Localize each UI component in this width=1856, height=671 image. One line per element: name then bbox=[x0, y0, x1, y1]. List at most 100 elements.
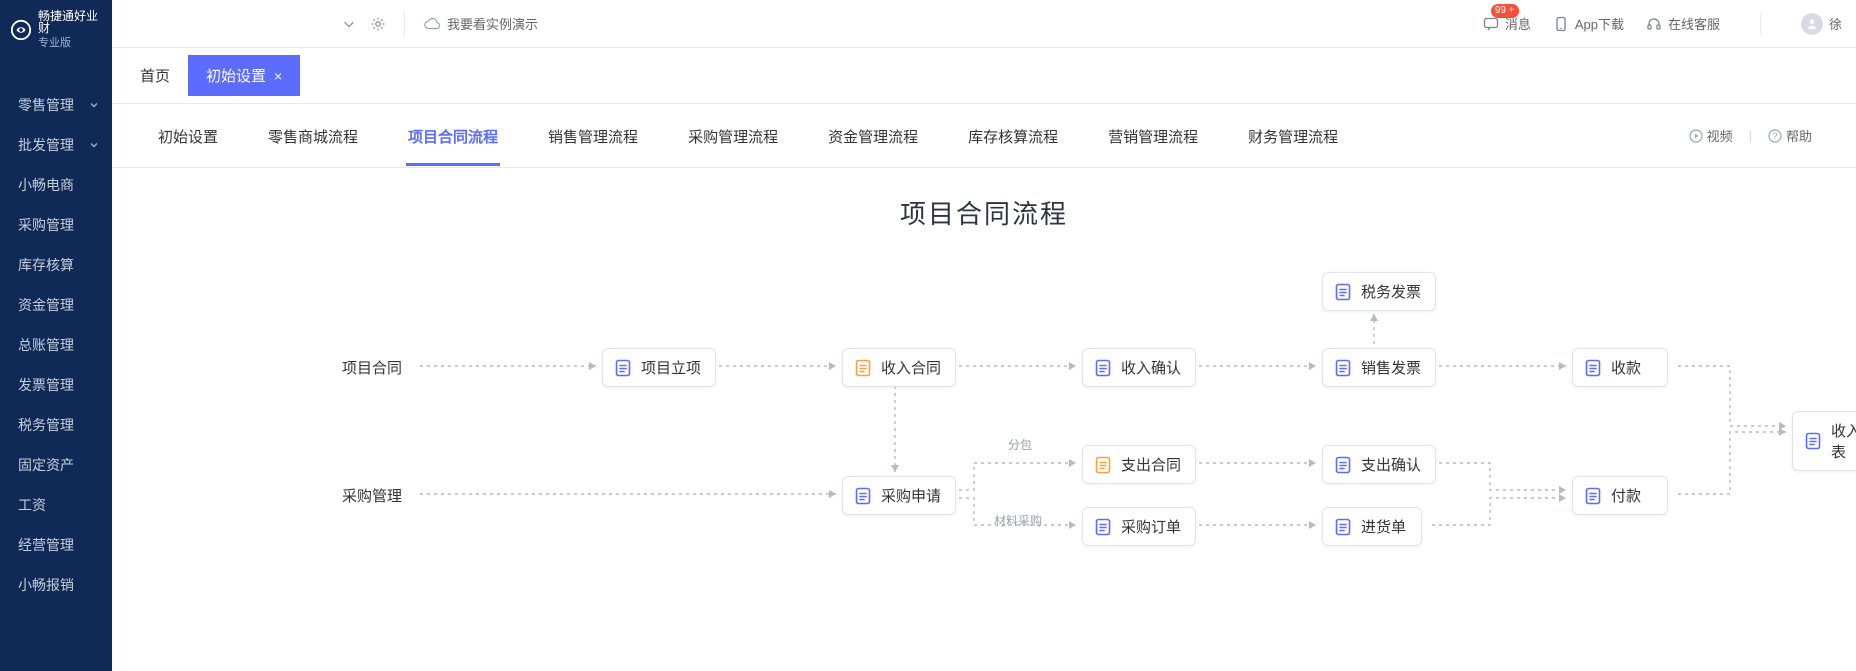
document-icon bbox=[1093, 455, 1113, 475]
flow-node-exp_contract[interactable]: 支出合同 bbox=[1082, 445, 1196, 484]
brand-logo-icon bbox=[10, 19, 32, 41]
flow-node-label: 采购订单 bbox=[1121, 516, 1181, 537]
flow-node-exp_confirm[interactable]: 支出确认 bbox=[1322, 445, 1436, 484]
flow-node-label: 支出合同 bbox=[1121, 454, 1181, 475]
gear-icon[interactable] bbox=[370, 16, 386, 32]
help-link[interactable]: ? 帮助 bbox=[1768, 126, 1812, 145]
sub-tab[interactable]: 营销管理流程 bbox=[1106, 106, 1200, 165]
flow-node-tax_inv[interactable]: 税务发票 bbox=[1322, 272, 1436, 311]
sub-tab-label: 项目合同流程 bbox=[408, 129, 498, 146]
sub-tabs: 初始设置 零售商城流程 项目合同流程 销售管理流程 采购管理流程 资金管理流程 库存核算流程… bbox=[112, 104, 1856, 168]
flow-node-label: 销售发票 bbox=[1361, 357, 1421, 378]
sidebar-item[interactable]: 零售管理 bbox=[0, 85, 112, 125]
brand: 畅捷通好业财 专业版 bbox=[0, 0, 112, 51]
sub-tab-label: 库存核算流程 bbox=[968, 129, 1058, 146]
document-icon bbox=[1333, 455, 1353, 475]
sidebar-item-label: 批发管理 bbox=[18, 135, 74, 155]
document-icon bbox=[1583, 358, 1603, 378]
sidebar-item[interactable]: 工资 bbox=[0, 485, 112, 525]
sub-tab[interactable]: 库存核算流程 bbox=[966, 106, 1060, 165]
document-icon bbox=[853, 486, 873, 506]
sidebar-item[interactable]: 库存核算 bbox=[0, 245, 112, 285]
sidebar-item-label: 经营管理 bbox=[18, 535, 74, 555]
brand-sub: 专业版 bbox=[38, 38, 106, 49]
close-icon[interactable]: × bbox=[274, 69, 282, 83]
document-icon bbox=[613, 358, 633, 378]
video-help-link[interactable]: 视频 bbox=[1689, 126, 1733, 145]
sub-tab-label: 销售管理流程 bbox=[548, 129, 638, 146]
sub-tab[interactable]: 销售管理流程 bbox=[546, 106, 640, 165]
messages-button[interactable]: 消息 99 + bbox=[1483, 14, 1531, 33]
user-menu[interactable]: 徐 bbox=[1801, 13, 1842, 35]
sidebar-item-label: 工资 bbox=[18, 495, 46, 515]
sidebar-item[interactable]: 发票管理 bbox=[0, 365, 112, 405]
sidebar-item-label: 总账管理 bbox=[18, 335, 74, 355]
sub-tab[interactable]: 采购管理流程 bbox=[686, 106, 780, 165]
flow-node-sales_inv[interactable]: 销售发票 bbox=[1322, 348, 1436, 387]
sub-tab[interactable]: 项目合同流程 bbox=[406, 106, 500, 165]
page-tab-label: 首页 bbox=[140, 65, 170, 86]
chevron-down-icon bbox=[342, 17, 356, 31]
document-icon bbox=[1583, 486, 1603, 506]
page-tab[interactable]: 首页 bbox=[122, 55, 188, 96]
app-download-label: App下载 bbox=[1575, 14, 1624, 33]
sidebar: 畅捷通好业财 专业版 零售管理批发管理小畅电商采购管理库存核算资金管理总账管理发… bbox=[0, 0, 112, 671]
sub-tab[interactable]: 初始设置 bbox=[156, 106, 220, 165]
flow-node-po[interactable]: 采购订单 bbox=[1082, 507, 1196, 546]
flow-node-payment[interactable]: 付款 bbox=[1572, 476, 1668, 515]
flow-row-label: 采购管理 bbox=[342, 485, 402, 506]
sidebar-item[interactable]: 采购管理 bbox=[0, 205, 112, 245]
help-links: 视频 | ? 帮助 bbox=[1689, 126, 1812, 145]
sub-tab[interactable]: 财务管理流程 bbox=[1246, 106, 1340, 165]
sidebar-item[interactable]: 经营管理 bbox=[0, 525, 112, 565]
sub-tab-label: 采购管理流程 bbox=[688, 129, 778, 146]
help-icon: ? bbox=[1768, 129, 1782, 143]
flow-node-income_cfm[interactable]: 收入确认 bbox=[1082, 348, 1196, 387]
page-tab-active[interactable]: 初始设置× bbox=[188, 55, 300, 96]
document-icon bbox=[1333, 517, 1353, 537]
sidebar-item-label: 采购管理 bbox=[18, 215, 74, 235]
sidebar-item[interactable]: 税务管理 bbox=[0, 405, 112, 445]
sub-tab-label: 财务管理流程 bbox=[1248, 129, 1338, 146]
flow-node-receipt[interactable]: 收款 bbox=[1572, 348, 1668, 387]
document-icon bbox=[1803, 431, 1823, 451]
sub-tabs-host: 初始设置 零售商城流程 项目合同流程 销售管理流程 采购管理流程 资金管理流程 库存核算流程… bbox=[156, 106, 1386, 165]
sidebar-item[interactable]: 固定资产 bbox=[0, 445, 112, 485]
page-tabs: 首页初始设置× bbox=[112, 48, 1856, 104]
caret-down-icon bbox=[90, 101, 98, 109]
flow-node-label: 收入确认 bbox=[1121, 357, 1181, 378]
topbar: 我要看实例演示 消息 99 + App下载 在线客服 徐 bbox=[112, 0, 1856, 48]
flow-node-income_ct[interactable]: 收入合同 bbox=[842, 348, 956, 387]
flow-node-label: 税务发票 bbox=[1361, 281, 1421, 302]
sidebar-item[interactable]: 小畅电商 bbox=[0, 165, 112, 205]
divider bbox=[1760, 13, 1761, 35]
sidebar-item[interactable]: 总账管理 bbox=[0, 325, 112, 365]
flow-node-purchase_req[interactable]: 采购申请 bbox=[842, 476, 956, 515]
main-content: 项目合同流程 项目合同采购管理项目立项收入合同收入确认销售发票税务发票收款采购申… bbox=[112, 168, 1856, 671]
support-button[interactable]: 在线客服 bbox=[1646, 14, 1720, 33]
flow-node-label: 项目立项 bbox=[641, 357, 701, 378]
app-download-button[interactable]: App下载 bbox=[1553, 14, 1624, 33]
sub-tab-label: 资金管理流程 bbox=[828, 129, 918, 146]
sidebar-item-label: 小畅电商 bbox=[18, 175, 74, 195]
flow-row-label: 项目合同 bbox=[342, 357, 402, 378]
sub-tab[interactable]: 零售商城流程 bbox=[266, 106, 360, 165]
svg-text:?: ? bbox=[1772, 131, 1777, 141]
support-label: 在线客服 bbox=[1668, 14, 1720, 33]
sidebar-item-label: 税务管理 bbox=[18, 415, 74, 435]
org-switcher[interactable] bbox=[126, 16, 386, 32]
sub-tab[interactable]: 资金管理流程 bbox=[826, 106, 920, 165]
sidebar-item[interactable]: 批发管理 bbox=[0, 125, 112, 165]
user-name: 徐 bbox=[1829, 14, 1842, 33]
sub-tab-label: 营销管理流程 bbox=[1108, 129, 1198, 146]
flow-node-exec_report[interactable]: 收入合同执行表 bbox=[1792, 411, 1856, 471]
flow-node-label: 支出确认 bbox=[1361, 454, 1421, 475]
headset-icon bbox=[1646, 16, 1662, 32]
demo-link[interactable]: 我要看实例演示 bbox=[423, 14, 538, 33]
sidebar-item[interactable]: 资金管理 bbox=[0, 285, 112, 325]
sub-tab-label: 初始设置 bbox=[158, 129, 218, 146]
flow-node-grn[interactable]: 进货单 bbox=[1322, 507, 1422, 546]
flow-node-proj_init[interactable]: 项目立项 bbox=[602, 348, 716, 387]
sidebar-item[interactable]: 小畅报销 bbox=[0, 565, 112, 605]
play-icon bbox=[1689, 129, 1703, 143]
